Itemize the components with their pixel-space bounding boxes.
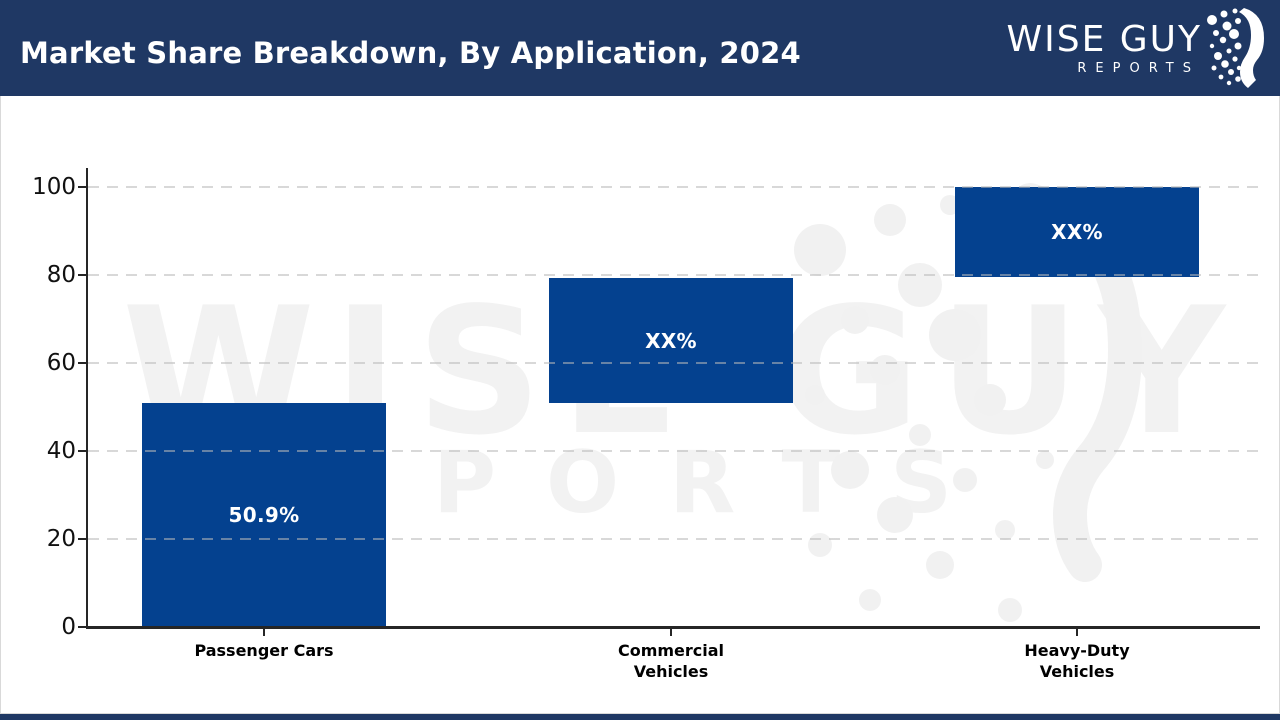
x-category-label-line: Vehicles [1039,662,1115,681]
bar-commercial-vehicles: XX% [549,278,793,404]
bar-value-label: XX% [1051,220,1103,245]
x-tick-mark-1 [670,629,672,636]
x-category-label-0: Passenger Cars [124,640,404,661]
dotted-face-icon [1207,8,1264,88]
y-tick-label-40: 40 [46,438,76,464]
bar-value-label: XX% [645,328,697,353]
y-tick-mark-60 [78,362,86,364]
y-tick-mark-20 [78,538,86,540]
bar-value-label: 50.9% [228,503,300,527]
brand-logo-words: WISE GUY REPORTS [1006,18,1203,76]
gridline-60 [88,362,1258,364]
y-tick-label-20: 20 [46,526,76,552]
brand-logo-secondary-text: REPORTS [1077,60,1200,76]
x-category-label-2: Heavy-Duty Vehicles [937,640,1217,682]
y-tick-mark-100 [78,186,86,188]
gridline-100 [88,186,1258,188]
x-category-label-line: Commercial [617,641,725,660]
y-tick-label-60: 60 [46,350,76,376]
x-tick-mark-2 [1076,629,1078,636]
y-axis-line [86,168,88,628]
x-category-label-line: Heavy-Duty [1024,641,1130,660]
x-category-label-line: Vehicles [633,662,709,681]
y-tick-label-100: 100 [32,174,76,200]
y-tick-mark-80 [78,274,86,276]
x-axis-line [86,626,1260,629]
gridline-80 [88,274,1258,276]
x-category-label-1: Commercial Vehicles [531,640,811,682]
footer-bar [0,714,1280,720]
page-title: Market Share Breakdown, By Application, … [20,36,801,70]
x-tick-mark-0 [263,629,265,636]
y-tick-label-0: 0 [61,614,76,640]
y-tick-label-80: 80 [46,262,76,288]
bar-passenger-cars: 50.9% [142,403,386,627]
bar-heavy-duty-vehicles: XX% [955,187,1199,278]
brand-logo-primary-text: WISE GUY [1006,18,1202,60]
y-tick-mark-0 [78,626,86,628]
x-category-label-line: Passenger Cars [194,641,334,660]
header-band: Market Share Breakdown, By Application, … [0,0,1280,96]
gridline-40 [88,450,1258,452]
brand-logo: WISE GUY REPORTS [1007,4,1267,92]
y-tick-mark-40 [78,450,86,452]
gridline-20 [88,538,1258,540]
